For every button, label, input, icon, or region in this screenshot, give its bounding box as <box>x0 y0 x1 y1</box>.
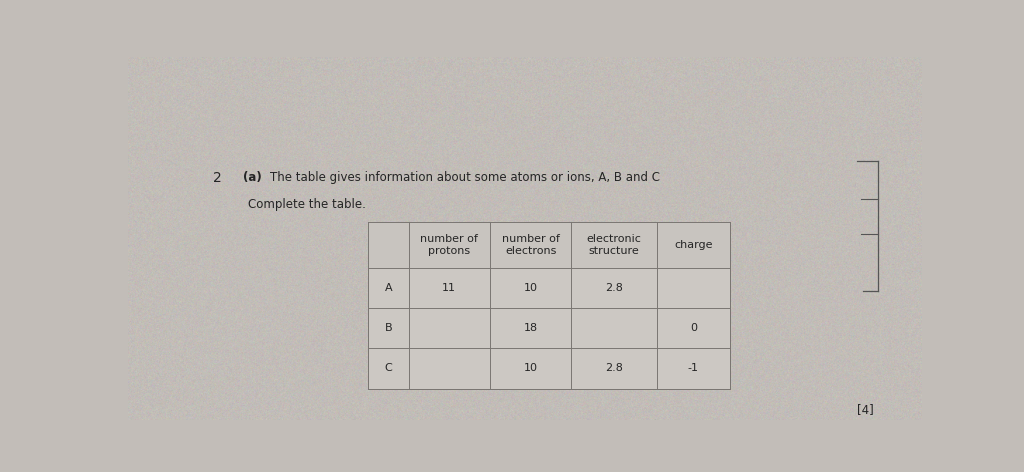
Text: 2: 2 <box>213 170 222 185</box>
Bar <box>369 222 730 388</box>
Text: number of
protons: number of protons <box>420 235 478 256</box>
Text: electronic
structure: electronic structure <box>587 235 641 256</box>
Text: [4]: [4] <box>856 403 873 416</box>
Text: number of
electrons: number of electrons <box>502 235 559 256</box>
Text: B: B <box>385 323 392 333</box>
Text: The table gives information about some atoms or ions, A, B and C: The table gives information about some a… <box>270 170 659 184</box>
Text: Complete the table.: Complete the table. <box>248 198 366 211</box>
Text: 10: 10 <box>523 283 538 294</box>
Text: -1: -1 <box>688 363 698 373</box>
Bar <box>369 222 730 269</box>
Text: 2.8: 2.8 <box>605 363 623 373</box>
Text: C: C <box>385 363 392 373</box>
Text: 2.8: 2.8 <box>605 283 623 294</box>
Text: (a): (a) <box>243 170 261 184</box>
Text: 18: 18 <box>523 323 538 333</box>
Text: charge: charge <box>674 240 713 250</box>
Text: 10: 10 <box>523 363 538 373</box>
Text: 11: 11 <box>442 283 457 294</box>
Text: 0: 0 <box>690 323 697 333</box>
Text: A: A <box>385 283 392 294</box>
